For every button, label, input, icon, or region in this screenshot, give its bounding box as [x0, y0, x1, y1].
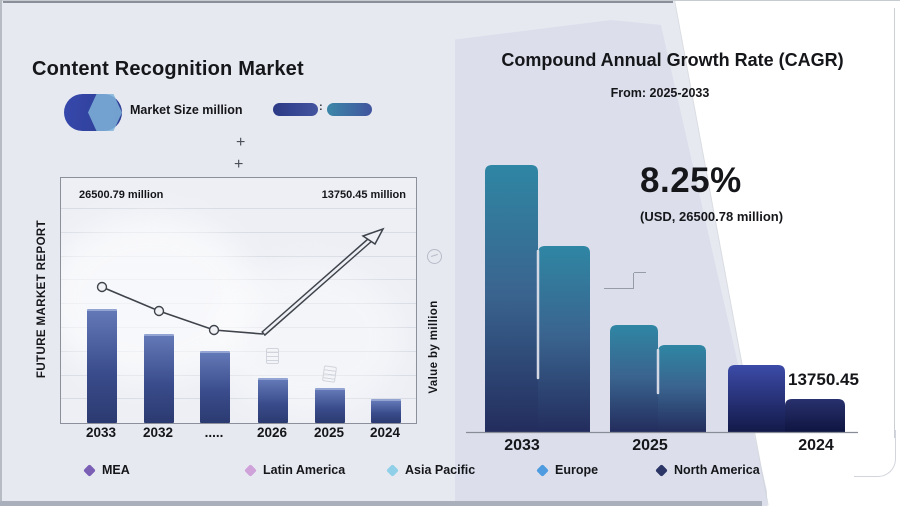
arrow-head-icon — [361, 227, 385, 246]
left-bars-group — [61, 178, 416, 423]
line-marker-icon — [208, 324, 220, 336]
gridline — [61, 232, 416, 233]
left-x-label-2025: 2025 — [313, 425, 345, 440]
cagr-value: 8.25% — [640, 161, 742, 200]
legend-label: North America — [674, 463, 760, 477]
left-x-label-2032: 2032 — [142, 425, 174, 440]
right-x-axis-labels: 2033 2025 2024 — [458, 437, 868, 457]
legend-item-latin-america: Latin America — [244, 463, 346, 477]
legend-label: Latin America — [263, 463, 346, 477]
cagr-subtitle: From: 2025-2033 — [610, 86, 710, 100]
legend-item-asia-pacific: Asia Pacific — [386, 463, 476, 477]
card-right-edge — [894, 8, 895, 438]
slide-bottom-border — [0, 501, 762, 506]
callout-value: 13750.45 — [788, 370, 859, 389]
left-chart-bar-2025 — [315, 388, 345, 423]
legend-item-mea: MEA — [83, 463, 130, 477]
right-bar-2024-secondary — [785, 399, 845, 432]
left-x-label-2024: 2024 — [369, 425, 401, 440]
gridline — [61, 351, 416, 352]
step-line-decoration — [634, 272, 646, 275]
plus-mark: + — [234, 156, 244, 173]
left-x-label-.....: ..... — [204, 425, 224, 440]
right-chart — [466, 165, 858, 434]
left-chart-bar-..... — [200, 351, 230, 423]
chart-end-value: 13750.45 million — [321, 189, 406, 201]
step-line-decoration — [604, 273, 634, 289]
legend-item-north-america: North America — [655, 463, 760, 477]
circled-dash-icon — [427, 249, 442, 264]
slide-left-border — [0, 0, 2, 506]
right-x-label-2033: 2033 — [504, 437, 540, 454]
left-y-axis-label: FUTURE MARKET REPORT — [36, 219, 48, 379]
right-bar-2033-primary — [485, 165, 538, 432]
left-chart-bar-2026 — [258, 378, 288, 423]
right-bar-2024-primary — [728, 365, 785, 432]
gradient-pill-navy — [273, 103, 318, 116]
left-chart-bar-2024 — [371, 399, 401, 423]
left-chart-bar-2032 — [144, 334, 174, 423]
market-size-icon — [64, 94, 122, 131]
slide-top-border — [3, 1, 673, 3]
right-bar-2033-secondary — [538, 246, 590, 432]
right-bars-group — [485, 165, 845, 432]
gradient-pill-teal — [327, 103, 372, 116]
left-x-label-2026: 2026 — [256, 425, 288, 440]
gridline — [61, 208, 416, 209]
watermark-mountain — [211, 263, 401, 413]
right-bar-2025-secondary — [658, 345, 706, 432]
gridline — [61, 398, 416, 399]
clipboard-watermark-icon — [321, 365, 338, 383]
left-x-axis-labels: 2033 2032..... 2026 2025 2024 — [60, 425, 415, 443]
legend-diamond-icon — [244, 463, 257, 477]
line-marker-icon — [153, 305, 165, 317]
right-bar-2025-primary — [610, 325, 658, 432]
top-border-line — [0, 0, 900, 1]
pill-separator: : — [319, 101, 323, 113]
legend-item-europe: Europe — [536, 463, 599, 477]
legend-diamond-icon — [536, 463, 549, 477]
right-x-label-2024: 2024 — [798, 437, 834, 454]
legend-diamond-icon — [655, 463, 668, 477]
cagr-note: (USD, 26500.78 million) — [640, 209, 784, 224]
chart-max-value: 26500.79 million — [79, 189, 164, 201]
legend-diamond-icon — [386, 463, 399, 477]
page-title: Content Recognition Market — [32, 58, 304, 80]
left-x-label-2033: 2033 — [85, 425, 117, 440]
card-corner — [854, 430, 896, 477]
line-marker-icon — [96, 281, 108, 293]
left-chart: 26500.79 million 13750.45 million — [60, 177, 417, 424]
legend-label: MEA — [102, 463, 130, 477]
series-label: Market Size million — [130, 103, 243, 117]
value-axis-label: Value by million — [428, 300, 440, 394]
clipboard-watermark-icon — [266, 348, 279, 364]
trend-line-overlay — [96, 227, 385, 337]
legend-label: Europe — [555, 463, 599, 477]
legend-diamond-icon — [83, 463, 96, 477]
plus-mark: + — [236, 134, 246, 151]
right-x-label-2025: 2025 — [632, 437, 668, 454]
left-chart-bar-2033 — [87, 309, 117, 423]
legend-label: Asia Pacific — [405, 463, 476, 477]
legend: MEA Latin America Asia Pacific Europe North … — [0, 463, 900, 483]
cagr-title: Compound Annual Growth Rate (CAGR) — [501, 50, 844, 70]
gridline — [61, 375, 416, 376]
